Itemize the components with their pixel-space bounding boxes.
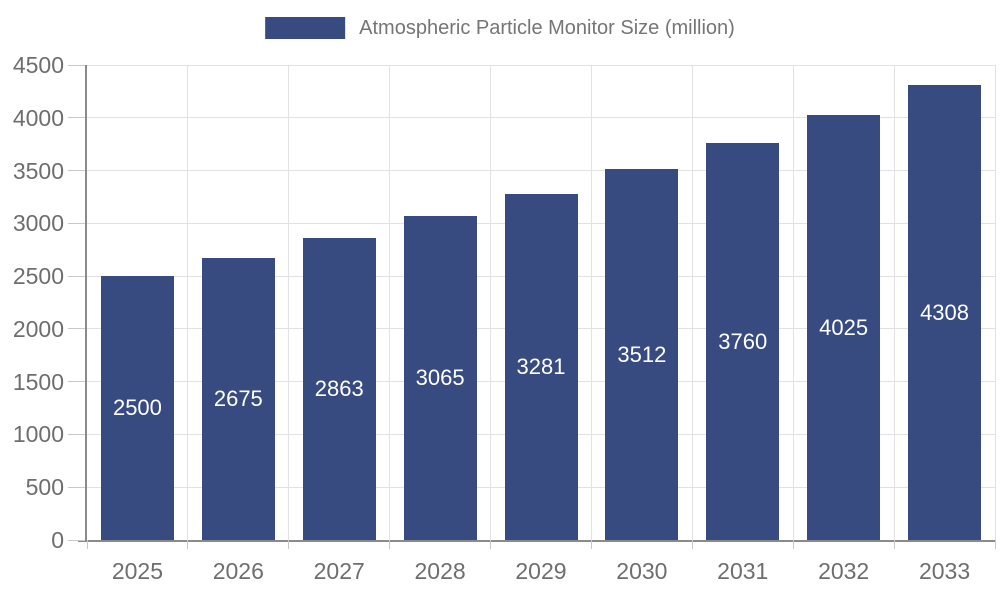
bar-value-label: 2675	[213, 385, 263, 411]
y-tick-mark	[68, 433, 85, 435]
y-tick-mark	[68, 381, 85, 383]
bar	[302, 237, 376, 540]
x-tick-label: 2027	[313, 558, 365, 584]
x-tick-mark	[691, 540, 693, 549]
y-axis-line	[85, 65, 87, 542]
y-tick-label: 1500	[12, 368, 64, 395]
y-tick-label: 4500	[12, 52, 64, 78]
x-tick-label: 2033	[918, 558, 971, 584]
bar	[403, 216, 477, 540]
y-tick-label: 4000	[12, 104, 64, 131]
legend: Atmospheric Particle Monitor Size (milli…	[265, 16, 735, 40]
x-tick-label: 2029	[515, 558, 567, 584]
x-tick-mark	[288, 540, 290, 549]
x-tick-label: 2031	[717, 558, 769, 584]
y-tick-mark	[68, 170, 85, 172]
bar-value-label: 4308	[920, 299, 970, 325]
y-tick-mark	[68, 275, 85, 277]
bar-value-label: 3281	[516, 353, 566, 379]
x-tick-label: 2030	[616, 558, 668, 584]
vertical-gridline	[288, 65, 290, 540]
bar-value-label: 2863	[314, 375, 364, 401]
y-tick-label: 3500	[12, 157, 64, 184]
vertical-gridline	[389, 65, 391, 540]
bar	[504, 193, 578, 540]
x-tick-mark	[590, 540, 592, 549]
vertical-gridline	[490, 65, 492, 540]
vertical-gridline	[187, 65, 189, 540]
y-tick-label: 2000	[12, 315, 64, 342]
y-tick-label: 0	[51, 527, 64, 553]
horizontal-gridline	[87, 64, 995, 66]
y-tick-mark	[68, 539, 85, 541]
bar	[605, 169, 679, 540]
y-tick-label: 1000	[12, 421, 64, 448]
bar-value-label: 4025	[819, 314, 869, 340]
y-tick-label: 2500	[12, 263, 64, 290]
bar-value-label: 3512	[617, 341, 667, 367]
x-tick-mark	[187, 540, 189, 549]
x-axis-line	[78, 540, 995, 542]
y-tick-mark	[68, 486, 85, 488]
vertical-gridline	[590, 65, 592, 540]
y-tick-mark	[68, 117, 85, 119]
bar	[908, 85, 982, 540]
bar	[100, 276, 174, 540]
bar-value-label: 2500	[112, 395, 162, 421]
x-tick-mark	[792, 540, 794, 549]
bar-value-label: 3065	[415, 365, 465, 391]
x-tick-mark	[893, 540, 895, 549]
x-tick-label: 2032	[818, 558, 870, 584]
legend-label: Atmospheric Particle Monitor Size (milli…	[359, 17, 735, 39]
vertical-gridline	[792, 65, 794, 540]
horizontal-gridline	[87, 117, 995, 119]
x-tick-mark	[389, 540, 391, 549]
x-tick-label: 2028	[414, 558, 466, 584]
legend-swatch	[265, 17, 346, 39]
bar-value-label: 3760	[718, 328, 768, 354]
x-tick-label: 2025	[111, 558, 164, 584]
y-tick-label: 500	[25, 474, 64, 501]
horizontal-gridline	[87, 170, 995, 172]
vertical-gridline	[893, 65, 895, 540]
vertical-gridline	[691, 65, 693, 540]
y-tick-mark	[68, 222, 85, 224]
bar	[201, 257, 275, 540]
x-tick-mark	[86, 540, 88, 549]
plot-area: 2500 2675 2863 3065 3281 3512 3760 4025 4308 0 50…	[13, 52, 996, 584]
y-tick-mark	[68, 328, 85, 330]
y-tick-label: 3000	[12, 210, 64, 237]
x-tick-label: 2026	[212, 558, 264, 584]
vertical-gridline	[994, 65, 996, 540]
x-tick-mark	[490, 540, 492, 549]
y-tick-mark	[68, 64, 85, 66]
bar	[807, 115, 881, 540]
x-tick-mark	[994, 540, 996, 549]
bar	[706, 143, 780, 540]
